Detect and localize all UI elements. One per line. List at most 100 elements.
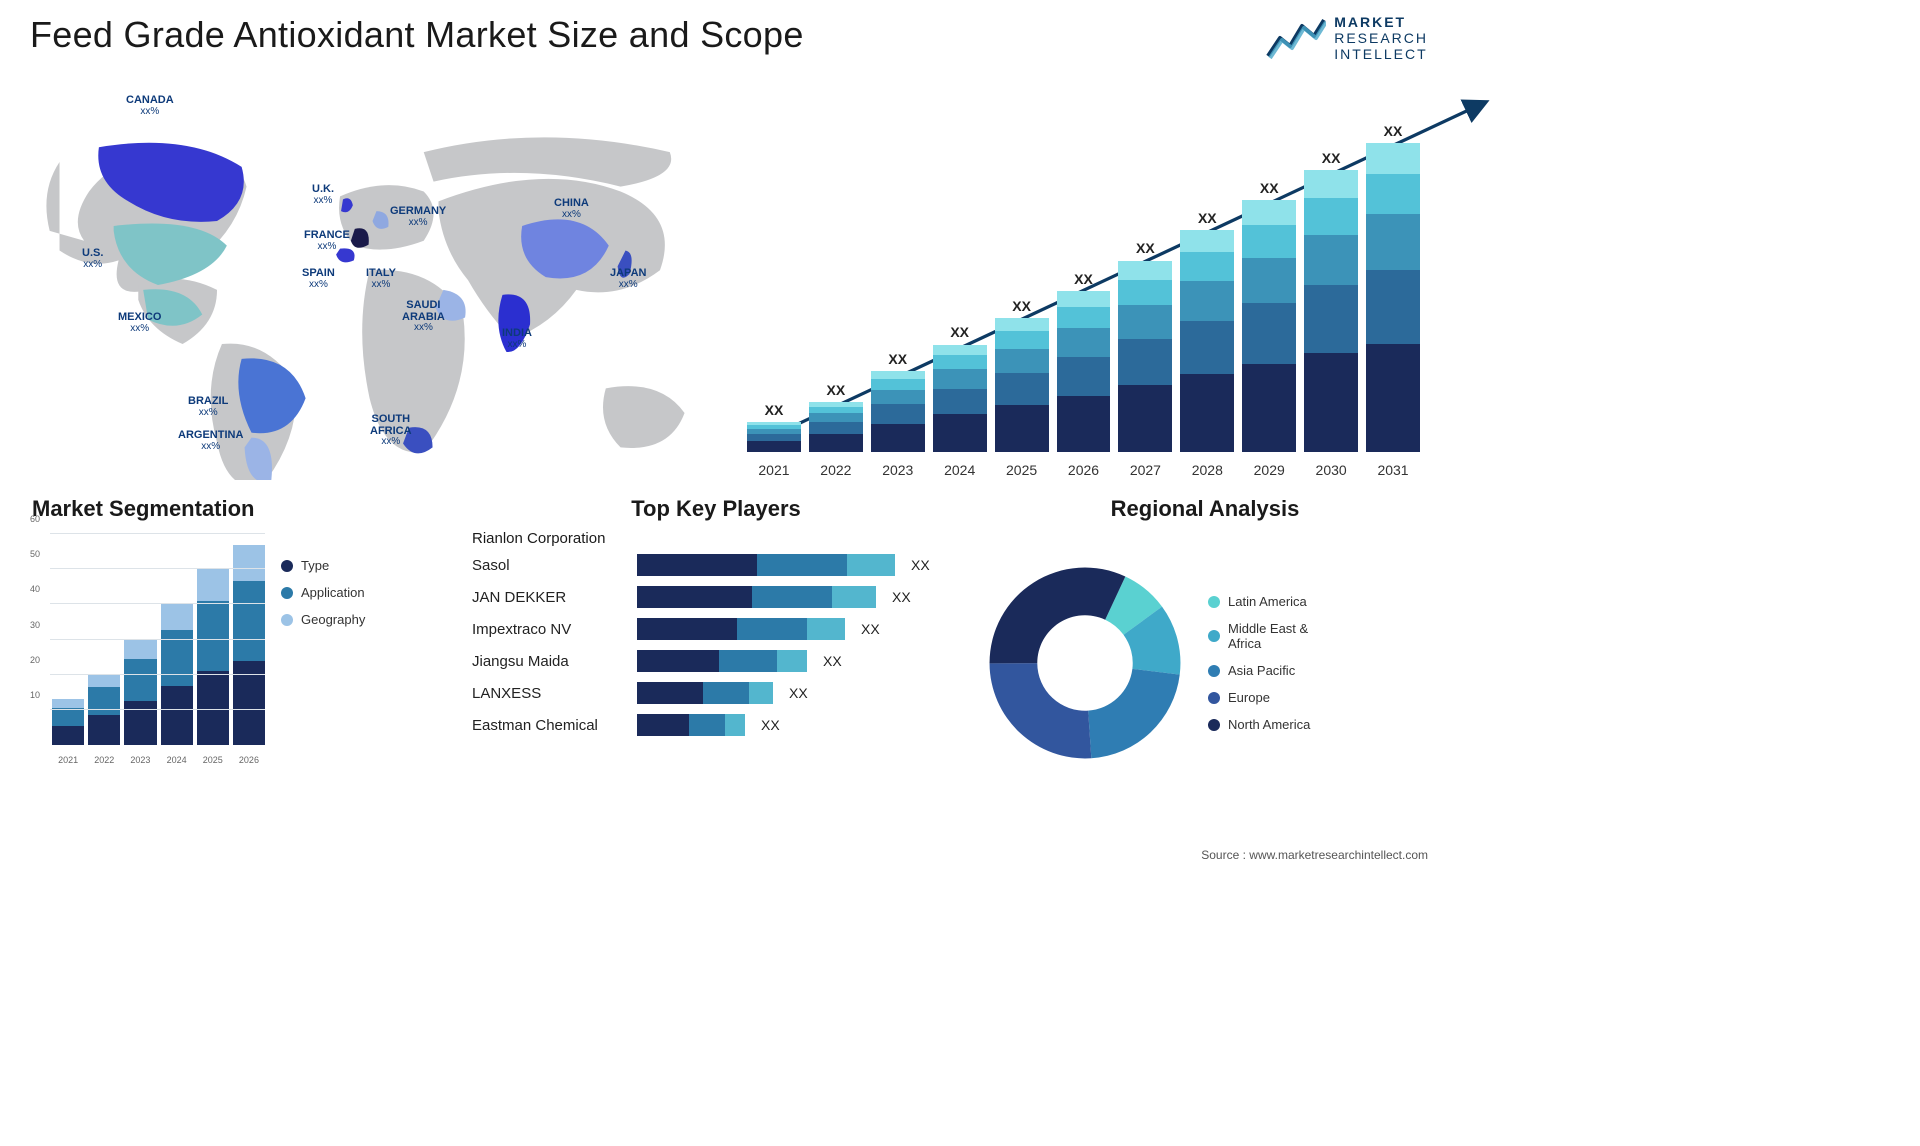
bar-segment [995, 405, 1049, 452]
segmentation-legend: TypeApplicationGeography [281, 530, 365, 796]
bar-segment [1180, 374, 1234, 452]
map-label-canada: CANADAxx% [126, 95, 174, 117]
legend-label: North America [1228, 717, 1310, 732]
map-label-safrica: SOUTHAFRICAxx% [370, 414, 412, 448]
regional-panel: Regional Analysis Latin AmericaMiddle Ea… [980, 496, 1428, 796]
segmentation-panel: Market Segmentation 102030405060 2021202… [30, 496, 450, 796]
bar-segment [1057, 307, 1111, 328]
kp-value: XX [892, 589, 911, 605]
bar-segment [1304, 235, 1358, 286]
map-label-japan: JAPANxx% [610, 268, 646, 290]
x-tick: 2030 [1304, 462, 1358, 478]
map-label-argent: ARGENTINAxx% [178, 430, 243, 452]
region-legend-item: Asia Pacific [1208, 663, 1310, 678]
map-label-spain: SPAINxx% [302, 268, 335, 290]
bar-segment [1118, 261, 1172, 280]
seg-segment [233, 581, 265, 661]
kp-segment [637, 586, 752, 608]
gridline [50, 533, 265, 534]
bar-segment [995, 373, 1049, 405]
seg-segment [88, 675, 120, 688]
bar-value-label: XX [1136, 240, 1155, 256]
bar-segment [747, 441, 801, 452]
kp-name: JAN DEKKER [472, 589, 627, 606]
segmentation-title: Market Segmentation [30, 496, 450, 522]
map-label-china: CHINAxx% [554, 198, 589, 220]
bar-segment [1180, 281, 1234, 321]
bar-2021: XX [747, 116, 801, 452]
bar-segment [809, 422, 863, 434]
kp-row: SasolXX [472, 549, 960, 581]
x-tick: 2031 [1366, 462, 1420, 478]
seg-bar-2024 [161, 604, 193, 745]
bar-segment [1118, 305, 1172, 339]
seg-segment [124, 640, 156, 659]
x-tick: 2025 [995, 462, 1049, 478]
legend-label: Middle East &Africa [1228, 621, 1308, 651]
bottom-row: Market Segmentation 102030405060 2021202… [30, 496, 1428, 796]
bar-segment [871, 371, 925, 379]
logo-line3: INTELLECT [1334, 46, 1428, 62]
x-tick: 2024 [933, 462, 987, 478]
y-tick: 40 [30, 584, 40, 594]
brand-logo: MARKET RESEARCH INTELLECT [1266, 14, 1428, 62]
kp-bar [637, 650, 807, 672]
bar-segment [1180, 321, 1234, 374]
seg-segment [52, 708, 84, 726]
legend-item-application: Application [281, 585, 365, 600]
bar-segment [995, 331, 1049, 348]
map-label-india: INDIAxx% [502, 328, 532, 350]
legend-swatch [1208, 630, 1220, 642]
regional-title: Regional Analysis [980, 496, 1428, 522]
title-row: Feed Grade Antioxidant Market Size and S… [30, 14, 1428, 84]
map-label-italy: ITALYxx% [366, 268, 396, 290]
kp-bar [637, 714, 745, 736]
donut-slice [990, 663, 1092, 758]
kp-segment [719, 650, 777, 672]
kp-bar [637, 618, 845, 640]
donut-slice [990, 568, 1126, 664]
bar-segment [933, 414, 987, 452]
bar-segment [1242, 258, 1296, 303]
legend-swatch [1208, 719, 1220, 731]
map-label-uk: U.K.xx% [312, 184, 334, 206]
region-legend-item: Middle East &Africa [1208, 621, 1310, 651]
kp-name: Sasol [472, 557, 627, 574]
kp-bar [637, 586, 876, 608]
kp-name: Jiangsu Maida [472, 653, 627, 670]
bar-segment [933, 345, 987, 356]
seg-x-tick: 2023 [124, 755, 156, 765]
gridline [50, 674, 265, 675]
bar-2031: XX [1366, 116, 1420, 452]
region-legend-item: Europe [1208, 690, 1310, 705]
bar-segment [1304, 198, 1358, 235]
kp-name: Impextraco NV [472, 621, 627, 638]
logo-line1: MARKET [1334, 14, 1428, 30]
bar-segment [933, 355, 987, 369]
page: Feed Grade Antioxidant Market Size and S… [0, 0, 1458, 870]
seg-segment [161, 604, 193, 629]
bar-segment [1242, 225, 1296, 258]
seg-x-tick: 2021 [52, 755, 84, 765]
kp-bar [637, 682, 773, 704]
bar-2030: XX [1304, 116, 1358, 452]
bar-2023: XX [871, 116, 925, 452]
bar-2022: XX [809, 116, 863, 452]
gridline [50, 639, 265, 640]
legend-label: Asia Pacific [1228, 663, 1295, 678]
y-tick: 30 [30, 620, 40, 630]
kp-segment [637, 650, 719, 672]
x-tick: 2027 [1118, 462, 1172, 478]
bar-segment [1242, 303, 1296, 363]
bar-segment [1057, 291, 1111, 307]
x-tick: 2028 [1180, 462, 1234, 478]
bar-segment [1304, 170, 1358, 198]
bar-segment [1366, 270, 1420, 344]
seg-segment [197, 601, 229, 671]
bar-segment [1366, 344, 1420, 452]
kp-value: XX [761, 717, 780, 733]
y-tick: 50 [30, 549, 40, 559]
bar-segment [1304, 353, 1358, 452]
legend-label: Europe [1228, 690, 1270, 705]
bar-segment [747, 434, 801, 441]
